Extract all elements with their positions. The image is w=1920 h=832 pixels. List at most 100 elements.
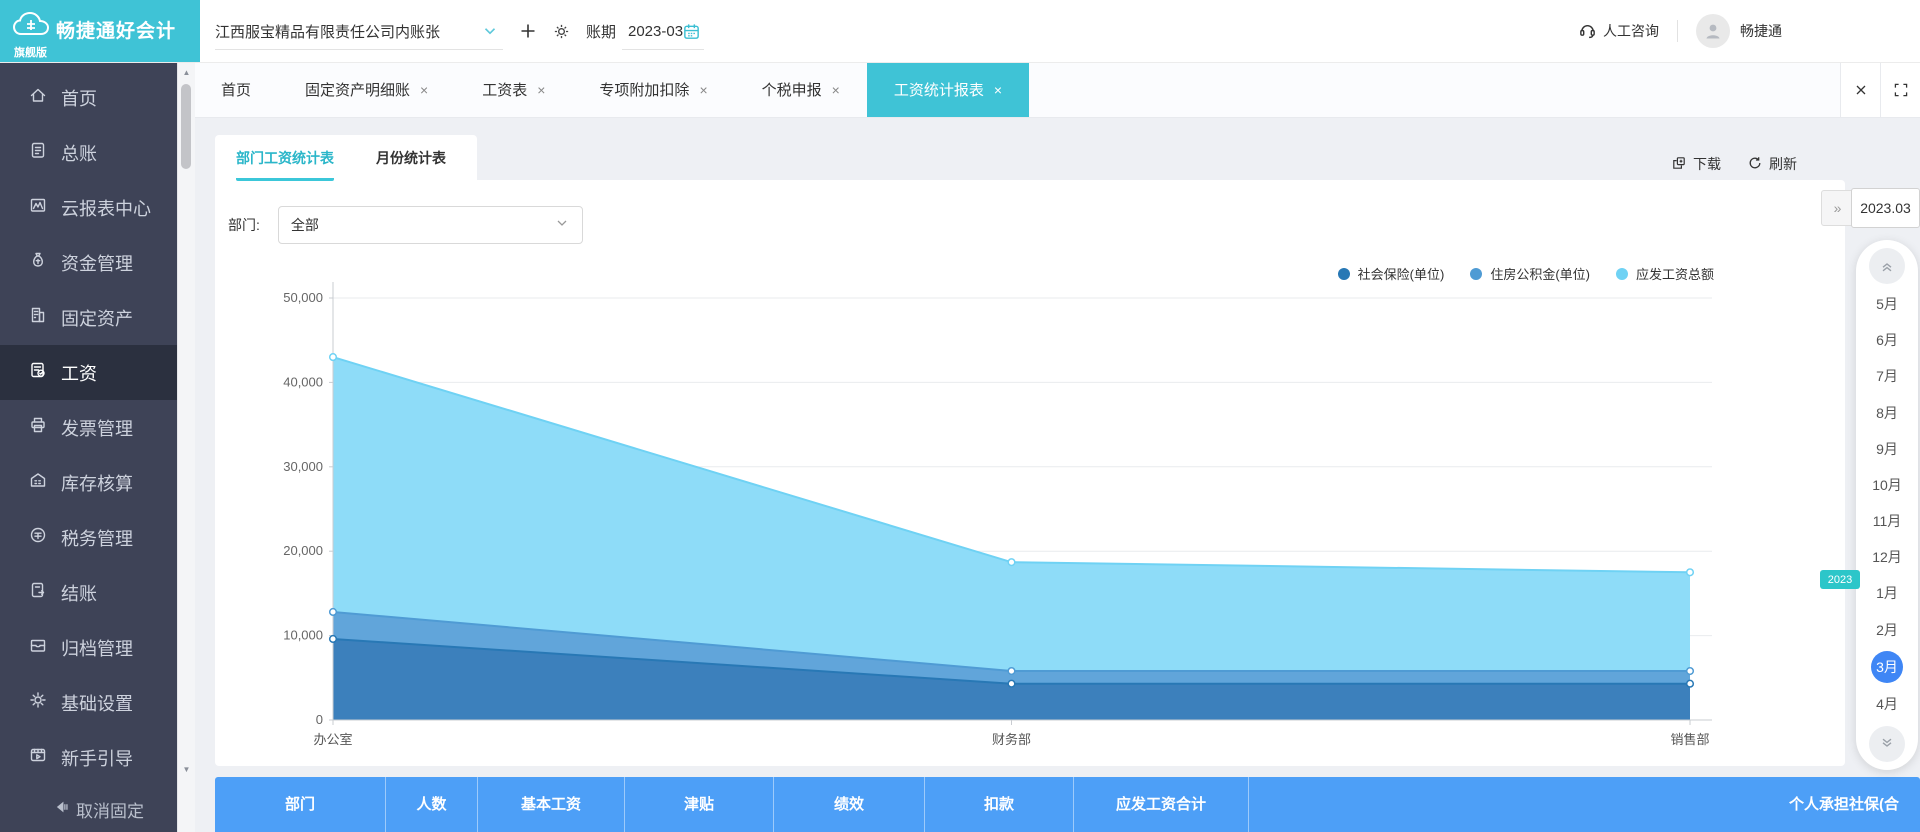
doc-tab[interactable]: 首页 (194, 62, 278, 117)
month-item[interactable]: 2月 (1876, 621, 1898, 638)
doc-tab[interactable]: 固定资产明细账 × (278, 62, 455, 117)
sidebar-item-label: 资金管理 (61, 253, 133, 274)
scroll-down-arrow[interactable]: ▼ (182, 765, 191, 774)
department-select[interactable]: 全部 (277, 206, 583, 244)
close-tab-icon[interactable]: × (420, 81, 429, 98)
month-item[interactable]: 8月 (1876, 404, 1898, 421)
doc-tab[interactable]: 工资统计报表 × (866, 62, 1030, 117)
sidebar-menu: 首页 总账 云报表中心资金管理固定资产 工资发票管理库存核算税务管理结账归档管理基础设… (0, 62, 177, 785)
sidebar-item-assets[interactable]: 固定资产 (0, 290, 177, 345)
scroll-up-arrow[interactable]: ▲ (182, 68, 191, 77)
legend-item[interactable]: 应发工资总额 (1615, 264, 1714, 283)
doc-tab-label: 专项附加扣除 (599, 82, 690, 99)
refresh-icon (1747, 155, 1763, 174)
svg-text:0: 0 (316, 712, 323, 727)
month-list: 5月 6月 7月 8月 9月 10月 11月 12月 1月 2月 3月 4月 (1870, 284, 1904, 724)
user-name[interactable]: 畅捷通 (1740, 23, 1782, 39)
month-item[interactable]: 7月 (1876, 368, 1898, 385)
header-divider (1677, 20, 1678, 42)
company-name[interactable]: 江西服宝精品有限责任公司内账张 (215, 23, 441, 41)
support-link[interactable]: 人工咨询 (1578, 20, 1659, 42)
close-tab-icon[interactable]: × (699, 81, 708, 98)
month-scroll-down-button[interactable] (1869, 726, 1905, 762)
unpin-button[interactable]: 取消固定 (0, 797, 229, 822)
sidebar-item-label: 归档管理 (61, 638, 133, 659)
month-item[interactable]: 11月 (1872, 513, 1902, 530)
sidebar-item-guide[interactable]: 新手引导 (0, 730, 177, 785)
company-selector[interactable]: 江西服宝精品有限责任公司内账张 (215, 0, 440, 62)
brand-edition: 旗舰版 (14, 47, 47, 59)
company-underline (215, 49, 503, 50)
doc-tab[interactable]: 个税申报 × (735, 62, 867, 117)
month-item[interactable]: 3月 (1871, 650, 1903, 683)
close-tab-icon[interactable]: × (993, 81, 1003, 98)
sidebar-item-ledger[interactable]: 总账 (0, 125, 177, 180)
month-item[interactable]: 9月 (1876, 440, 1898, 457)
sidebar-item-label: 基础设置 (61, 693, 133, 714)
chart-legend: 社会保险(单位) 住房公积金(单位) 应发工资总额 (1337, 264, 1714, 283)
month-scroll-up-button[interactable] (1869, 248, 1905, 284)
close-tab-icon[interactable]: × (537, 81, 546, 98)
svg-text:办公室: 办公室 (313, 732, 352, 747)
brand-name: 畅捷通好会计 (56, 21, 177, 42)
legend-item[interactable]: 社会保险(单位) (1337, 264, 1444, 283)
panel-period[interactable]: 2023.03 (1851, 188, 1920, 228)
sidebar-item-closing[interactable]: 结账 (0, 565, 177, 620)
calendar-icon[interactable] (682, 0, 701, 62)
document-tabs: 首页 固定资产明细账 × 工资表 × 专项附加扣除 × 个税申报 × 工资统计报表 × (194, 62, 1030, 117)
report-toolbar: 下载 刷新 (215, 148, 1845, 180)
sidebar: 首页 总账 云报表中心资金管理固定资产 工资发票管理库存核算税务管理结账归档管理基础设… (0, 62, 177, 832)
month-item[interactable]: 5月 (1876, 296, 1898, 312)
month-panel: 5月 6月 7月 8月 9月 10月 11月 12月 1月 2月 3月 4月 (1856, 240, 1918, 770)
sidebar-item-inventory[interactable]: 库存核算 (0, 455, 177, 510)
svg-text:10,000: 10,000 (283, 628, 323, 643)
company-chevron-down-icon[interactable] (481, 0, 499, 62)
month-item[interactable]: 6月 (1876, 332, 1898, 349)
sidebar-item-archive[interactable]: 归档管理 (0, 620, 177, 675)
sidebar-item-settings[interactable]: 基础设置 (0, 675, 177, 730)
period-value[interactable]: 2023-03 (628, 22, 684, 40)
avatar[interactable] (1696, 14, 1730, 48)
doc-tab[interactable]: 专项附加扣除 × (572, 62, 734, 117)
sidebar-item-cloud-report[interactable]: 云报表中心 (0, 180, 177, 235)
table-column-header: 基本工资 (478, 777, 625, 832)
sidebar-item-label: 税务管理 (61, 528, 133, 549)
sidebar-item-salary[interactable]: 工资 (0, 345, 177, 400)
legend-dot-icon (1615, 267, 1628, 280)
account-settings-gear-icon[interactable] (552, 0, 571, 62)
sidebar-item-label: 发票管理 (61, 418, 133, 439)
report-tab[interactable]: 月份统计表 (355, 135, 467, 180)
report-tab-label: 月份统计表 (376, 149, 446, 166)
sidebar-item-tax[interactable]: 税务管理 (0, 510, 177, 565)
cloud-report-icon (28, 195, 48, 220)
month-item[interactable]: 1月 (1876, 585, 1898, 602)
close-tab-icon[interactable]: × (831, 81, 840, 98)
legend-dot-icon (1470, 267, 1483, 280)
sidebar-item-invoice[interactable]: 发票管理 (0, 400, 177, 455)
month-item[interactable]: 10月 (1872, 476, 1902, 493)
svg-text:40,000: 40,000 (283, 374, 323, 389)
close-all-tabs-button[interactable] (1840, 62, 1880, 117)
document-tabbar: 首页 固定资产明细账 × 工资表 × 专项附加扣除 × 个税申报 × 工资统计报表 × (194, 62, 1920, 118)
sidebar-item-funds[interactable]: 资金管理 (0, 235, 177, 290)
doc-tab[interactable]: 工资表 × (455, 62, 572, 117)
salary-table-header: 部门 人数 基本工资 津贴 绩效 扣款 应发工资合计 个人承担社保(合 (215, 777, 1920, 832)
add-account-icon[interactable] (518, 0, 538, 62)
sidebar-item-home[interactable]: 首页 (0, 70, 177, 125)
svg-text:财务部: 财务部 (992, 732, 1031, 747)
sidebar-scrollbar[interactable]: ▲ ▼ (177, 62, 195, 832)
report-tab[interactable]: 部门工资统计表 (215, 135, 355, 181)
refresh-button[interactable]: 刷新 (1747, 148, 1797, 180)
fullscreen-icon[interactable] (1880, 62, 1920, 117)
svg-text:销售部: 销售部 (1670, 732, 1709, 747)
legend-item[interactable]: 住房公积金(单位) (1470, 264, 1590, 283)
scroll-thumb[interactable] (181, 84, 191, 169)
month-item[interactable]: 4月 (1876, 695, 1898, 712)
header-right: 人工咨询 畅捷通 (1578, 0, 1782, 62)
month-item[interactable]: 12月 (1872, 549, 1902, 566)
download-button[interactable]: 下载 (1671, 148, 1721, 180)
funds-icon (28, 250, 48, 275)
panel-collapse-handle[interactable]: » (1821, 190, 1854, 226)
doc-tab-label: 个税申报 (761, 82, 822, 99)
